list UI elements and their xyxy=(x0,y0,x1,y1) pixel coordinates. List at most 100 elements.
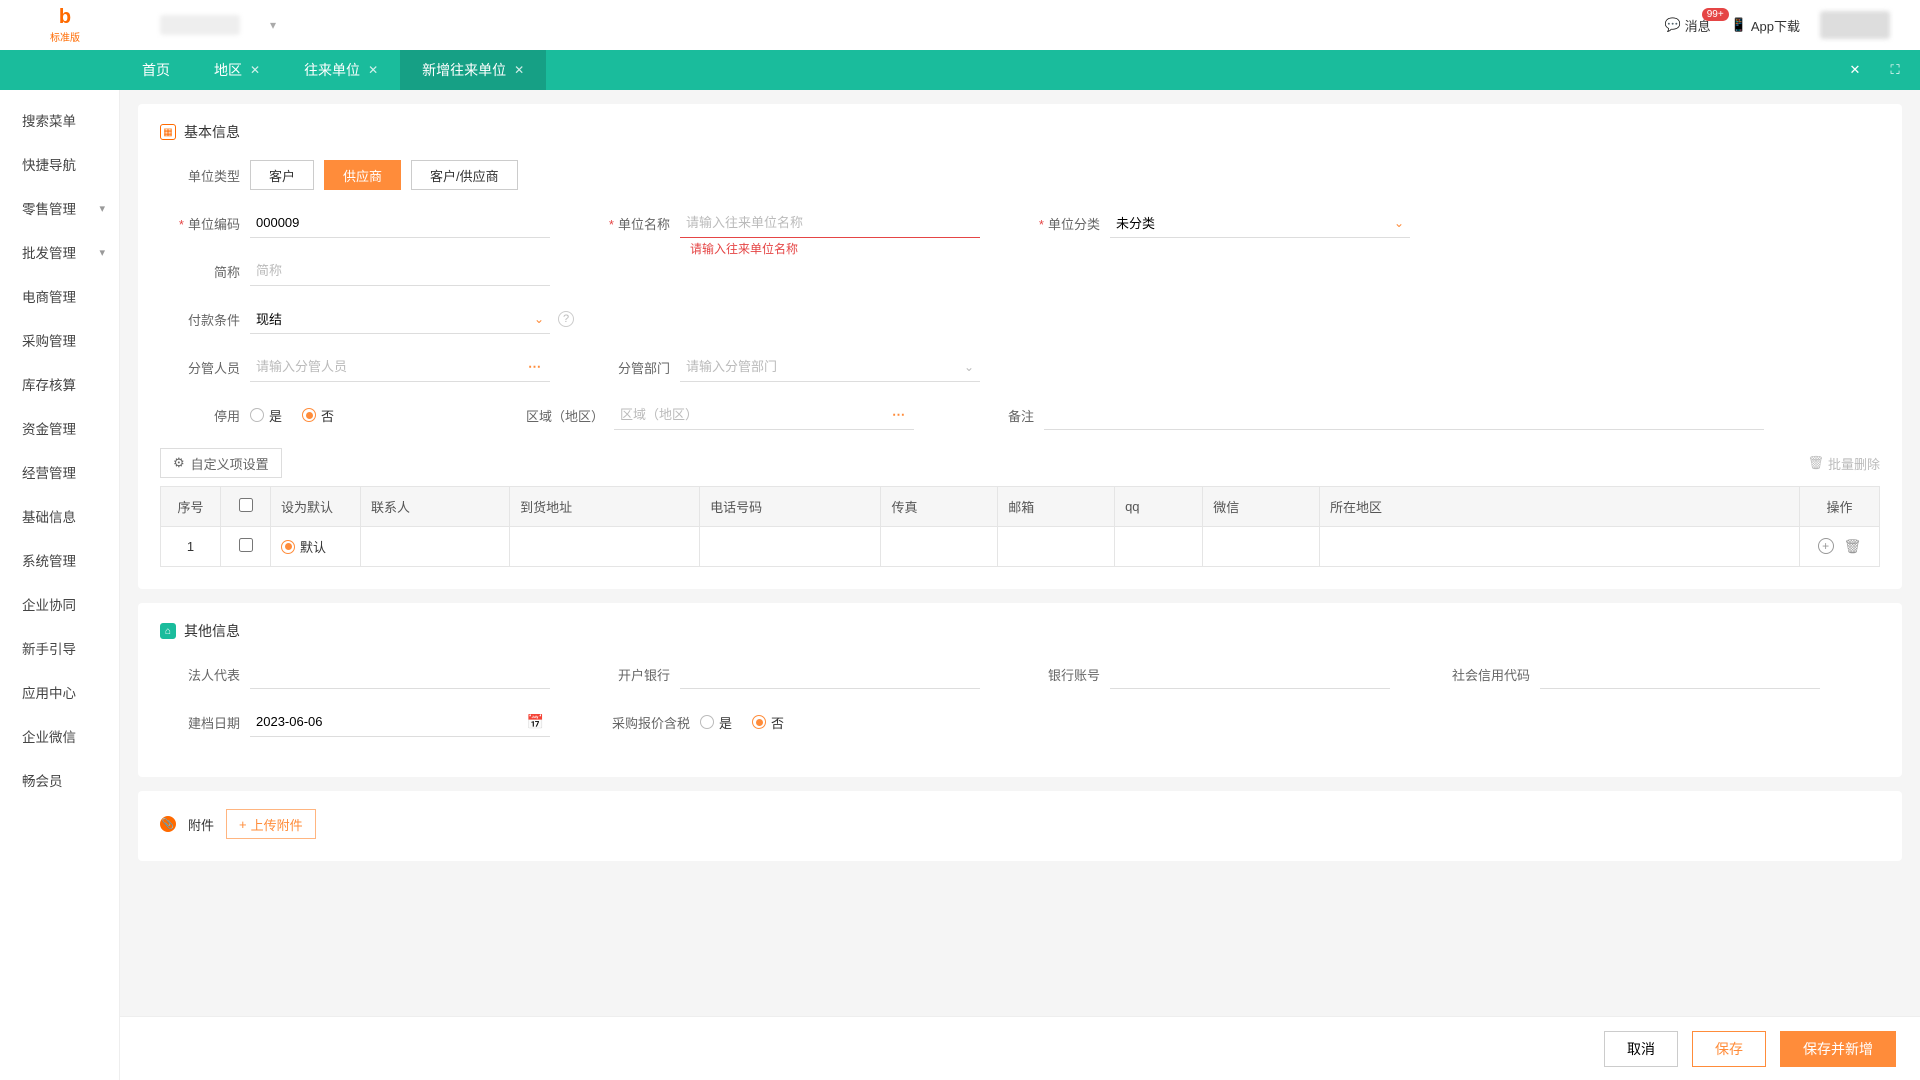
owner-dept-select[interactable] xyxy=(680,352,980,382)
unit-type-both[interactable]: 客户/供应商 xyxy=(411,160,518,190)
short-name-input[interactable] xyxy=(250,256,550,286)
panel-title: 其他信息 xyxy=(184,621,240,641)
more-icon[interactable]: ⋯ xyxy=(528,359,548,375)
sidebar-item-ecommerce[interactable]: 电商管理 xyxy=(0,274,119,318)
cell-phone[interactable] xyxy=(700,527,881,567)
tab-label: 首页 xyxy=(142,60,170,80)
label-unit-code: *单位编码 xyxy=(160,214,250,233)
pricetax-yes[interactable]: 是 xyxy=(700,713,732,732)
cell-area[interactable] xyxy=(1320,527,1800,567)
label-account: 银行账号 xyxy=(1020,665,1110,684)
th-seq: 序号 xyxy=(161,487,221,527)
cell-address[interactable] xyxy=(510,527,700,567)
label-region: 区域（地区） xyxy=(524,406,614,425)
sidebar-item-system[interactable]: 系统管理 xyxy=(0,538,119,582)
unit-type-supplier[interactable]: 供应商 xyxy=(324,160,401,190)
panel-other: ⌂ 其他信息 法人代表 开户银行 银行账号 社会信用代码 建档日期 📅 xyxy=(138,603,1902,777)
th-qq: qq xyxy=(1115,487,1203,527)
cell-seq: 1 xyxy=(161,527,221,567)
sidebar-item-quicknav[interactable]: 快捷导航 xyxy=(0,142,119,186)
topbar: b 标准版 ▾ 💬 消息 99+ 📱 App下载 xyxy=(0,0,1920,50)
messages-button[interactable]: 💬 消息 99+ xyxy=(1664,16,1710,35)
credit-input[interactable] xyxy=(1540,659,1820,689)
legal-input[interactable] xyxy=(250,659,550,689)
tab-new-partner[interactable]: 新增往来单位 ✕ xyxy=(400,50,546,90)
disable-no[interactable]: 否 xyxy=(302,406,334,425)
owner-input[interactable] xyxy=(250,352,550,382)
label-unit-type: 单位类型 xyxy=(160,166,250,185)
sidebar-item-guide[interactable]: 新手引导 xyxy=(0,626,119,670)
pay-term-select[interactable] xyxy=(250,304,550,334)
th-wechat: 微信 xyxy=(1203,487,1320,527)
cell-qq[interactable] xyxy=(1115,527,1203,567)
sidebar-item-basedata[interactable]: 基础信息 xyxy=(0,494,119,538)
close-icon[interactable]: ✕ xyxy=(368,63,378,77)
sidebar-item-search[interactable]: 搜索菜单 xyxy=(0,98,119,142)
cancel-button[interactable]: 取消 xyxy=(1604,1031,1678,1067)
th-default: 设为默认 xyxy=(271,487,361,527)
label-payterm: 付款条件 xyxy=(160,310,250,329)
remark-input[interactable] xyxy=(1044,400,1764,430)
close-icon[interactable]: ✕ xyxy=(514,63,524,77)
account-input[interactable] xyxy=(1110,659,1390,689)
company-selector[interactable]: ▾ xyxy=(160,15,276,35)
close-icon[interactable]: ✕ xyxy=(250,63,260,77)
cell-wechat[interactable] xyxy=(1203,527,1320,567)
app-download-label: App下载 xyxy=(1751,16,1800,35)
tab-home[interactable]: 首页 xyxy=(120,50,192,90)
delete-row-icon[interactable]: 🗑 xyxy=(1844,538,1862,555)
upload-button[interactable]: + 上传附件 xyxy=(226,809,316,839)
sidebar-item-inventory[interactable]: 库存核算 xyxy=(0,362,119,406)
custom-fields-button[interactable]: ⚙ 自定义项设置 xyxy=(160,448,282,478)
sidebar-item-purchase[interactable]: 采购管理 xyxy=(0,318,119,362)
tab-label: 往来单位 xyxy=(304,60,360,80)
sidebar-item-operation[interactable]: 经营管理 xyxy=(0,450,119,494)
app-download-button[interactable]: 📱 App下载 xyxy=(1731,16,1800,35)
sidebar-item-wholesale[interactable]: 批发管理▾ xyxy=(0,230,119,274)
cell-fax[interactable] xyxy=(881,527,998,567)
tab-region[interactable]: 地区✕ xyxy=(192,50,282,90)
th-fax: 传真 xyxy=(881,487,998,527)
tab-partners[interactable]: 往来单位 ✕ xyxy=(282,50,400,90)
sidebar-item-retail[interactable]: 零售管理▾ xyxy=(0,186,119,230)
avatar[interactable] xyxy=(1820,11,1890,39)
bank-input[interactable] xyxy=(680,659,980,689)
select-all-checkbox[interactable] xyxy=(239,498,253,512)
save-and-new-button[interactable]: 保存并新增 xyxy=(1780,1031,1896,1067)
trash-icon: 🗑 xyxy=(1807,455,1824,471)
label-remark: 备注 xyxy=(954,406,1044,425)
batch-delete-button[interactable]: 🗑 批量删除 xyxy=(1807,454,1880,473)
row-checkbox[interactable] xyxy=(239,538,253,552)
pricetax-no[interactable]: 否 xyxy=(752,713,784,732)
sidebar-item-wechat[interactable]: 企业微信 xyxy=(0,714,119,758)
add-row-icon[interactable]: + xyxy=(1818,538,1834,554)
disable-yes[interactable]: 是 xyxy=(250,406,282,425)
default-radio[interactable]: 默认 xyxy=(281,537,326,556)
save-button[interactable]: 保存 xyxy=(1692,1031,1766,1067)
unit-name-input[interactable] xyxy=(680,208,980,238)
region-input[interactable] xyxy=(614,400,914,430)
unit-code-input[interactable] xyxy=(250,208,550,238)
logo-edition: 标准版 xyxy=(50,29,80,44)
tab-label: 新增往来单位 xyxy=(422,60,506,80)
label-unit-name: *单位名称 xyxy=(590,214,680,233)
th-area: 所在地区 xyxy=(1320,487,1800,527)
unit-category-select[interactable] xyxy=(1110,208,1410,238)
created-date-input[interactable] xyxy=(250,707,550,737)
sidebar-item-member[interactable]: 畅会员 xyxy=(0,758,119,802)
contacts-table: 序号 设为默认 联系人 到货地址 电话号码 传真 邮箱 qq 微信 所在地区 操… xyxy=(160,486,1880,567)
more-icon[interactable]: ⋯ xyxy=(892,407,912,423)
sidebar-item-collab[interactable]: 企业协同 xyxy=(0,582,119,626)
close-all-icon[interactable]: ✕ xyxy=(1844,59,1866,81)
sidebar-item-finance[interactable]: 资金管理 xyxy=(0,406,119,450)
unit-type-customer[interactable]: 客户 xyxy=(250,160,314,190)
sidebar-item-appcenter[interactable]: 应用中心 xyxy=(0,670,119,714)
fullscreen-icon[interactable]: ⛶ xyxy=(1884,59,1906,81)
th-check xyxy=(221,487,271,527)
help-icon[interactable]: ? xyxy=(558,311,574,327)
table-row: 1 默认 + 🗑 xyxy=(161,527,1880,567)
caret-icon: ▾ xyxy=(99,202,105,215)
cell-email[interactable] xyxy=(998,527,1115,567)
cell-contact[interactable] xyxy=(361,527,510,567)
th-op: 操作 xyxy=(1800,487,1880,527)
